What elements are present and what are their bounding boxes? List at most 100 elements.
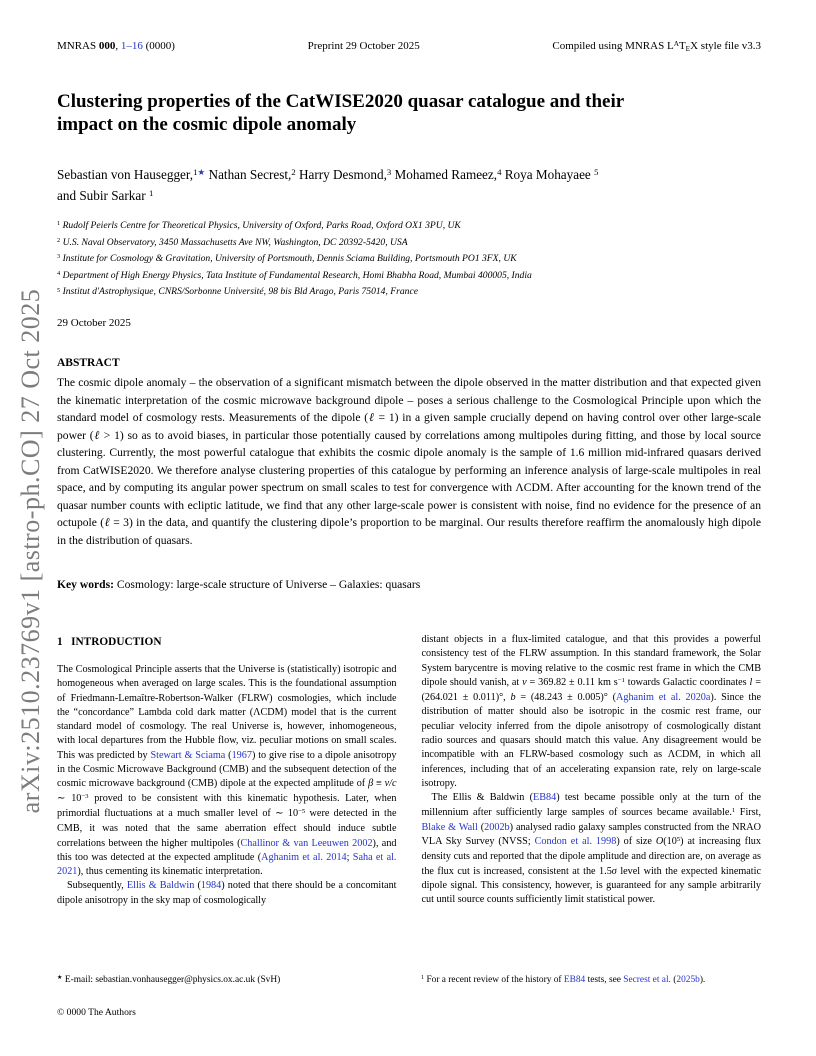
text-segment: (: [225, 749, 232, 761]
submission-date: 29 October 2025: [57, 317, 131, 329]
text-segment: ∼ 10: [57, 792, 82, 804]
text-segment: 4: [497, 167, 502, 178]
body-paragraph: distant objects in a flux-limited catalo…: [422, 633, 762, 791]
section-1-heading: 1 INTRODUCTION: [57, 636, 162, 648]
text-segment: = (48.243 ± 0.005)° (: [515, 692, 617, 704]
text-segment: E-mail: sebastian.vonhausegger@physics.o…: [62, 975, 281, 985]
author-list: Sebastian von Hausegger,1★ Nathan Secres…: [57, 165, 757, 207]
body-columns: 1 INTRODUCTION The Cosmological Principl…: [57, 633, 761, 908]
text-segment: Department of High Energy Physics, Tata …: [60, 269, 532, 281]
affiliation-2: 2 U.S. Naval Observatory, 3450 Massachus…: [57, 235, 757, 252]
citation-link[interactable]: Aghanim et al. 2014: [261, 851, 347, 863]
text-segment: v/c: [384, 778, 397, 790]
running-header: MNRAS 000, 1–16 (0000) Preprint 29 Octob…: [57, 39, 761, 54]
citation-link[interactable]: Ellis & Baldwin: [126, 880, 195, 892]
affiliations: 1 Rudolf Peierls Centre for Theoretical …: [57, 218, 757, 301]
text-segment: > 1) so as to avoid biases, in particula…: [57, 428, 762, 530]
text-segment: ), thus cementing its kinematic interpre…: [77, 866, 263, 878]
text-segment: ) of size: [616, 836, 656, 848]
text-segment: 5: [57, 286, 61, 294]
text-segment: 1: [148, 188, 154, 199]
text-segment: ) test became possible only at the turn …: [421, 792, 762, 818]
text-segment: ;: [346, 851, 353, 863]
text-segment: l: [749, 676, 753, 688]
text-segment: ) noted that there should be a concomita…: [57, 880, 397, 906]
citation-link[interactable]: Blake & Wall: [421, 821, 478, 833]
journal-reference: MNRAS 000, 1–16 (0000): [57, 40, 175, 52]
citation-link[interactable]: Condon et al. 1998: [534, 836, 617, 848]
copyright-notice: © 0000 The Authors: [57, 1007, 136, 1018]
citation-link[interactable]: Stewart & Sciama: [150, 749, 226, 761]
text-segment: ) at increasing flux density cuts and re…: [421, 836, 762, 877]
text-segment: The Cosmological Principle asserts that …: [57, 664, 397, 761]
text-segment: The Ellis & Baldwin (: [431, 792, 533, 804]
text-segment: distant objects in a flux-limited catalo…: [421, 634, 762, 688]
text-segment: For a recent review of the history of: [424, 975, 564, 985]
text-segment: σ: [611, 865, 617, 877]
text-segment: ℓ: [104, 516, 110, 529]
text-segment: Mohamed Rameez,: [391, 167, 498, 182]
citation-link[interactable]: 2002b: [484, 821, 510, 833]
text-segment: v: [522, 676, 527, 688]
right-column: distant objects in a flux-limited catalo…: [422, 633, 762, 908]
text-segment: = (264.021 ± 0.011)°,: [421, 676, 762, 704]
text-segment: = 3) in the data, and quantify the clust…: [57, 516, 761, 547]
text-segment: 1: [731, 806, 736, 814]
citation-link[interactable]: Challinor & van Leeuwen 2002: [240, 837, 373, 849]
paper-title: Clustering properties of the CatWISE2020…: [57, 90, 747, 136]
affiliation-4: 4 Department of High Energy Physics, Tat…: [57, 268, 757, 285]
citation-link[interactable]: Secrest et al.: [623, 975, 671, 985]
text-segment: −5: [298, 807, 306, 815]
text-segment: First,: [735, 806, 762, 818]
text-segment: Harry Desmond,: [295, 167, 387, 182]
citation-link[interactable]: 2025b: [676, 975, 700, 985]
text-segment: 4: [57, 269, 61, 277]
citation-link[interactable]: 1984: [200, 880, 222, 892]
text-segment: Clustering properties of the CatWISE2020…: [57, 91, 625, 112]
citation-link[interactable]: EB84: [532, 792, 557, 804]
text-segment: = 369.82 ± 0.11 km s: [526, 676, 618, 688]
text-segment: ℓ: [93, 428, 101, 442]
citation-link[interactable]: ★: [197, 167, 206, 178]
text-segment: 2: [291, 167, 296, 178]
text-segment: β: [368, 778, 374, 790]
text-segment: (10: [663, 836, 677, 848]
text-segment: (: [477, 821, 485, 833]
affiliation-5: 5 Institut d'Astrophysique, CNRS/Sorbonn…: [57, 284, 757, 301]
text-segment: b: [510, 692, 516, 704]
text-segment: ) to give rise to a dipole anisotropy in…: [57, 749, 397, 790]
text-segment: A: [673, 39, 679, 48]
text-segment: Compiled using MNRAS L: [552, 40, 674, 52]
text-segment: ,: [115, 40, 121, 52]
body-paragraph: Subsequently, Ellis & Baldwin (1984) not…: [57, 879, 397, 908]
affiliation-3: 3 Institute for Cosmology & Gravitation,…: [57, 251, 757, 268]
text-segment: were detected in the CMB, it was noted t…: [57, 807, 397, 849]
text-segment: E: [685, 45, 691, 54]
text-segment: 5: [676, 836, 681, 844]
citation-link[interactable]: 1–16: [120, 40, 143, 52]
text-segment: Institut d'Astrophysique, CNRS/Sorbonne …: [60, 286, 418, 298]
text-segment: Key words:: [57, 578, 114, 591]
text-segment: X style file v3.3: [690, 40, 761, 52]
text-segment: (: [670, 975, 677, 985]
text-segment: Roya Mohayaee: [501, 167, 595, 182]
text-segment: ≡: [373, 778, 385, 790]
text-segment: = 1) in a given sample crucially depend …: [57, 411, 761, 442]
text-segment: impact on the cosmic dipole anomaly: [57, 114, 357, 135]
citation-link[interactable]: 1967: [231, 749, 252, 761]
text-segment: ) analysed radio galaxy samples construc…: [421, 821, 762, 848]
text-segment: 000: [98, 40, 116, 52]
text-segment: −1: [617, 676, 625, 684]
text-segment: (: [194, 880, 201, 892]
arxiv-watermark: arXiv:2510.23769v1 [astro-ph.CO] 27 Oct …: [16, 288, 45, 814]
citation-link[interactable]: EB84: [563, 975, 586, 985]
text-segment: 3: [386, 167, 392, 178]
abstract-heading: ABSTRACT: [57, 357, 120, 369]
text-segment: Cosmology: large-scale structure of Univ…: [114, 578, 421, 591]
affiliation-1: 1 Rudolf Peierls Centre for Theoretical …: [57, 218, 757, 235]
citation-link[interactable]: Aghanim et al. 2020a: [616, 692, 711, 704]
citation-link[interactable]: Saha et al. 2021: [57, 851, 397, 878]
text-segment: (0000): [142, 40, 175, 52]
text-segment: 1: [193, 167, 198, 178]
